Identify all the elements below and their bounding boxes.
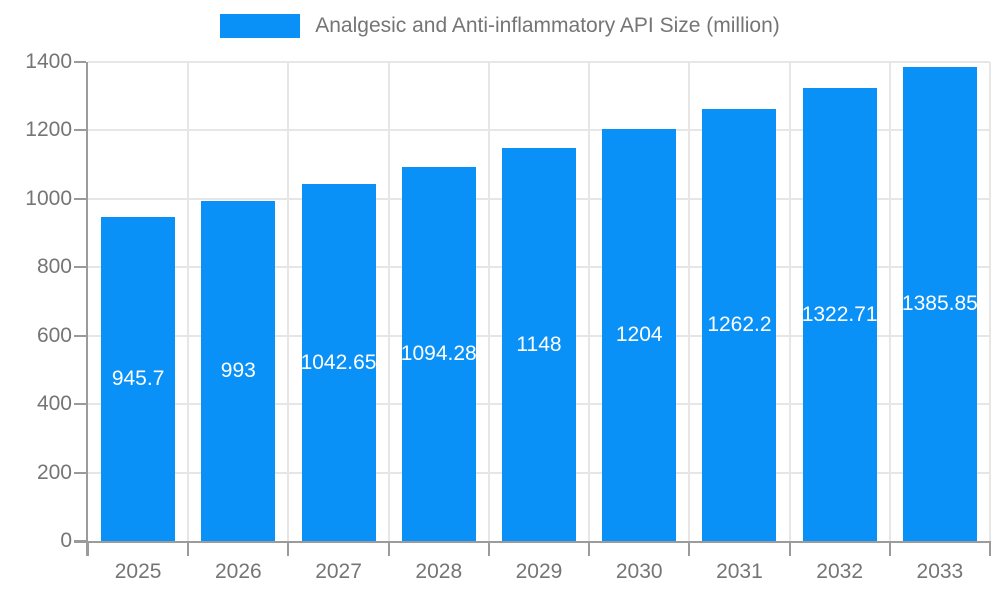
x-tick-mark: [187, 541, 190, 556]
y-tick-mark: [74, 129, 86, 132]
bar-2033[interactable]: [902, 66, 977, 541]
y-tick-label: 400: [36, 392, 72, 416]
gridline-vertical: [989, 62, 991, 541]
bar-2025[interactable]: [101, 217, 176, 541]
gridline-vertical: [588, 62, 591, 541]
x-tick-mark: [487, 541, 490, 556]
y-axis-line: [86, 62, 88, 556]
gridline-vertical: [688, 62, 691, 541]
y-tick-label: 1000: [25, 186, 72, 210]
gridline-vertical: [187, 62, 190, 541]
gridline-horizontal: [88, 129, 990, 132]
x-tick-mark: [387, 541, 390, 556]
y-tick-label: 0: [60, 529, 72, 552]
bar-2030[interactable]: [602, 129, 677, 541]
y-tick-label: 1400: [25, 50, 72, 73]
gridline-vertical: [788, 62, 791, 541]
bar-2027[interactable]: [301, 184, 376, 541]
legend: Analgesic and Anti-inflammatory API Size…: [0, 14, 1000, 38]
x-tick-label-2025: 2025: [114, 560, 162, 583]
y-tick-mark: [74, 266, 86, 269]
x-tick-label-2026: 2026: [214, 560, 262, 583]
y-tick-label: 800: [36, 255, 72, 279]
x-tick-mark: [688, 541, 691, 556]
y-tick-mark: [74, 197, 86, 200]
x-axis-line: [74, 541, 990, 543]
x-tick-label-2033: 2033: [916, 560, 964, 583]
gridline-horizontal: [88, 61, 990, 63]
gridline-vertical: [287, 62, 290, 541]
bar-2032[interactable]: [802, 88, 877, 541]
x-tick-label-2030: 2030: [615, 560, 663, 583]
x-tick-label-2029: 2029: [515, 560, 563, 583]
gridline-vertical: [888, 62, 891, 541]
gridline-vertical: [387, 62, 390, 541]
y-tick-mark: [74, 403, 86, 406]
y-tick-mark: [74, 471, 86, 474]
gridline-vertical: [487, 62, 490, 541]
x-tick-mark: [788, 541, 791, 556]
x-tick-label-2027: 2027: [315, 560, 362, 583]
y-tick-mark: [74, 61, 86, 63]
x-tick-label-2031: 2031: [716, 560, 763, 583]
x-tick-mark: [588, 541, 591, 556]
x-tick-mark: [989, 541, 991, 556]
bar-2028[interactable]: [401, 166, 476, 541]
y-tick-label: 600: [36, 323, 72, 347]
y-tick-label: 200: [36, 460, 72, 484]
bar-2026[interactable]: [201, 201, 276, 541]
x-tick-label-2032: 2032: [816, 560, 864, 583]
legend-swatch-icon: [220, 14, 301, 38]
y-tick-mark: [74, 540, 86, 542]
bar-2031[interactable]: [702, 109, 777, 541]
y-tick-mark: [74, 334, 86, 337]
x-tick-mark: [888, 541, 891, 556]
x-tick-label-2028: 2028: [415, 560, 463, 583]
y-tick-label: 1200: [25, 118, 72, 142]
x-tick-mark: [87, 541, 89, 556]
x-tick-mark: [287, 541, 290, 556]
bar-2029[interactable]: [502, 148, 576, 541]
legend-label: Analgesic and Anti-inflammatory API Size…: [315, 14, 780, 37]
legend-item[interactable]: Analgesic and Anti-inflammatory API Size…: [220, 14, 780, 38]
